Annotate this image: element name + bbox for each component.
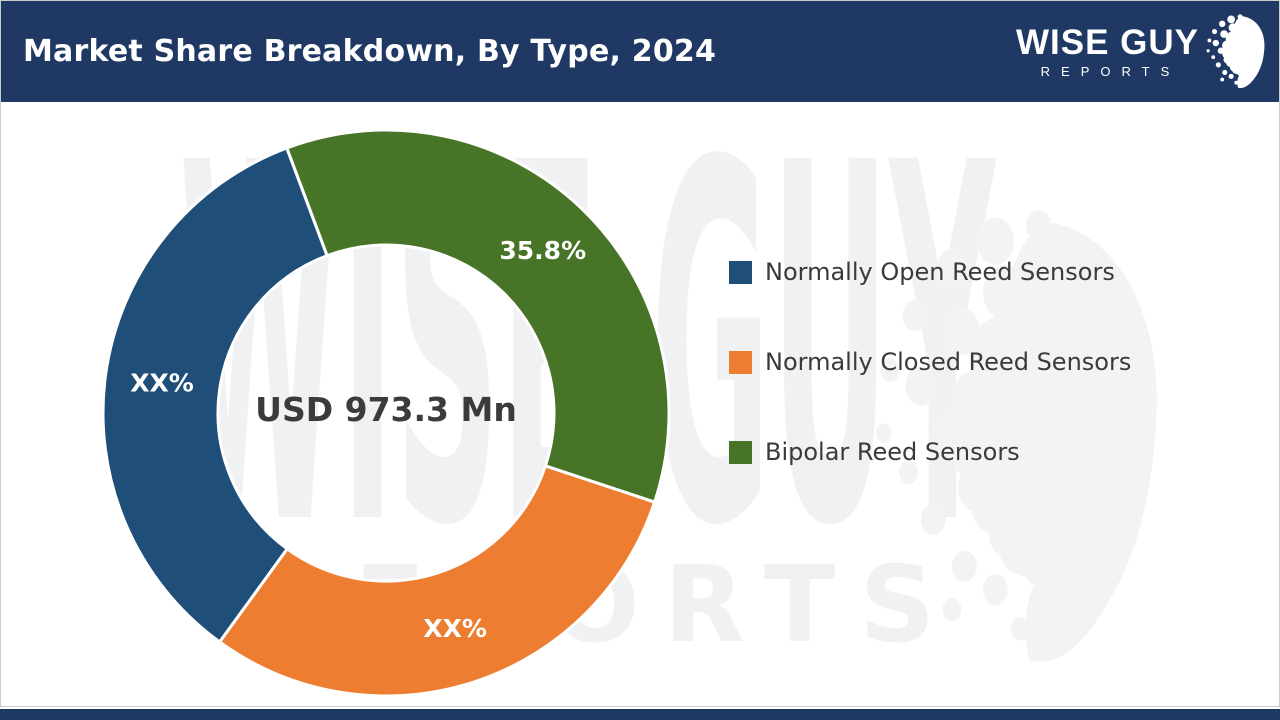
- donut-segment-1: [218, 464, 657, 698]
- legend-item-bipolar: Bipolar Reed Sensors: [729, 437, 1131, 467]
- legend-label: Normally Closed Reed Sensors: [765, 348, 1132, 376]
- brand-head-icon: [1203, 8, 1267, 96]
- footer-bar: [0, 709, 1280, 720]
- donut-segment-2: [285, 128, 671, 504]
- brand-logo-text: WISE GUY REPORTS: [1016, 25, 1199, 78]
- brand-subtitle: REPORTS: [1040, 64, 1181, 79]
- page-title: Market Share Breakdown, By Type, 2024: [23, 34, 717, 69]
- legend-swatch-green: [729, 440, 752, 464]
- legend-item-normally-open: Normally Open Reed Sensors: [729, 257, 1131, 287]
- legend-swatch-blue: [729, 260, 752, 284]
- brand-name: WISE GUY: [1015, 23, 1199, 62]
- brand-logo: WISE GUY REPORTS: [1016, 1, 1267, 102]
- chart-legend: Normally Open Reed Sensors Normally Clos…: [729, 257, 1131, 527]
- segment-value-label: XX%: [423, 614, 487, 643]
- watermark-reports-text: REPORTS: [249, 544, 960, 666]
- legend-label: Normally Open Reed Sensors: [765, 258, 1115, 286]
- legend-label: Bipolar Reed Sensors: [765, 438, 1020, 466]
- legend-item-normally-closed: Normally Closed Reed Sensors: [729, 347, 1131, 377]
- segment-value-label: 35.8%: [499, 236, 586, 265]
- legend-swatch-orange: [729, 350, 752, 374]
- segment-value-label: XX%: [130, 369, 194, 398]
- donut-center-value: USD 973.3 Mn: [255, 390, 517, 429]
- header-bar: Market Share Breakdown, By Type, 2024 WI…: [1, 1, 1279, 102]
